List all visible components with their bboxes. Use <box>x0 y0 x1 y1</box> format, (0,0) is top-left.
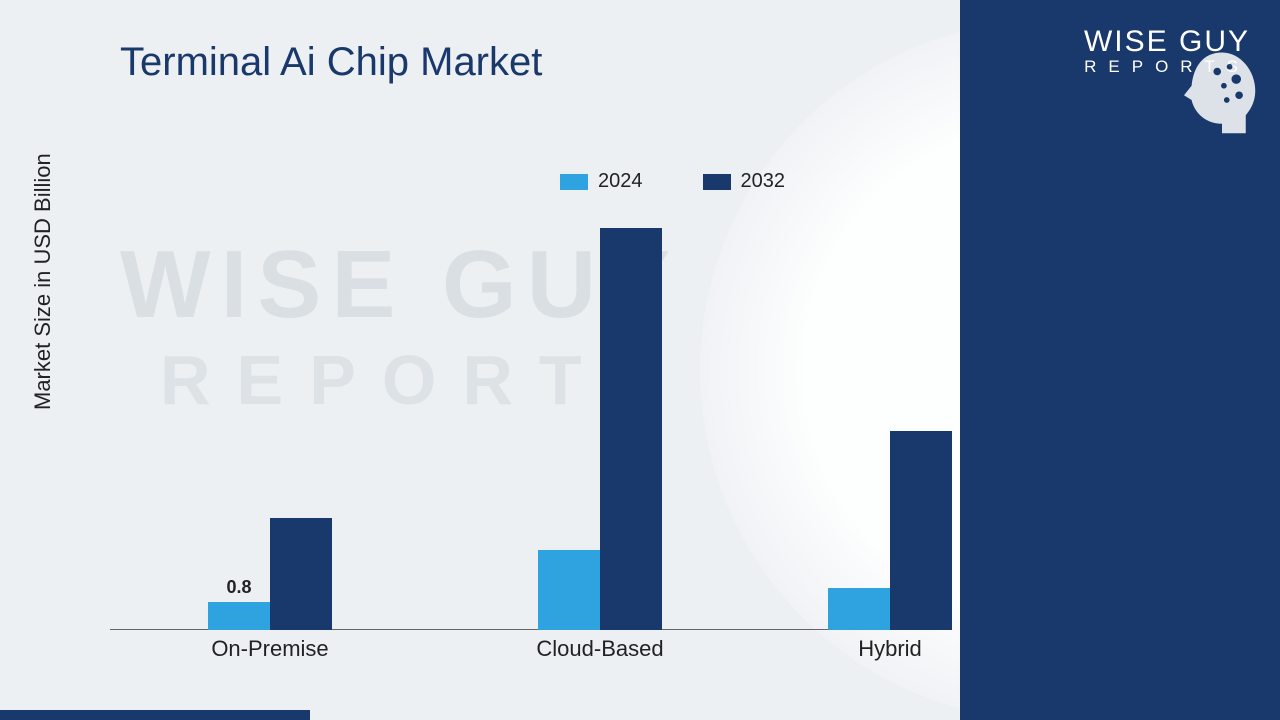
brand-logo: WISE GUY REPORTS <box>1084 25 1250 77</box>
chart-legend: 2024 2032 <box>560 170 785 193</box>
legend-item: 2024 <box>560 170 643 193</box>
bar <box>828 588 890 630</box>
bottom-accent-bar <box>0 710 310 720</box>
brain-head-icon <box>1165 43 1260 138</box>
y-axis-label: Market Size in USD Billion <box>30 153 56 410</box>
page-title: Terminal Ai Chip Market <box>120 40 542 85</box>
x-axis-category-label: On-Premise <box>170 636 370 662</box>
bar-group: Cloud-Based <box>538 228 662 631</box>
legend-label: 2024 <box>598 170 643 193</box>
bar-group: On-Premise <box>208 518 332 630</box>
legend-item: 2032 <box>703 170 786 193</box>
legend-swatch <box>703 174 731 190</box>
bar <box>270 518 332 630</box>
legend-swatch <box>560 174 588 190</box>
x-axis-category-label: Cloud-Based <box>500 636 700 662</box>
bar <box>600 228 662 631</box>
bar <box>538 550 600 631</box>
chart-plot-area: On-PremiseCloud-BasedHybrid0.8 <box>110 210 940 650</box>
bar-group: Hybrid <box>828 431 952 631</box>
x-axis-category-label: Hybrid <box>790 636 990 662</box>
bar <box>208 602 270 630</box>
legend-label: 2032 <box>741 170 786 193</box>
page-root: WISE GUY REPORTS Terminal Ai Chip Market… <box>0 0 1280 720</box>
bar-value-label: 0.8 <box>226 577 251 598</box>
bar <box>890 431 952 631</box>
